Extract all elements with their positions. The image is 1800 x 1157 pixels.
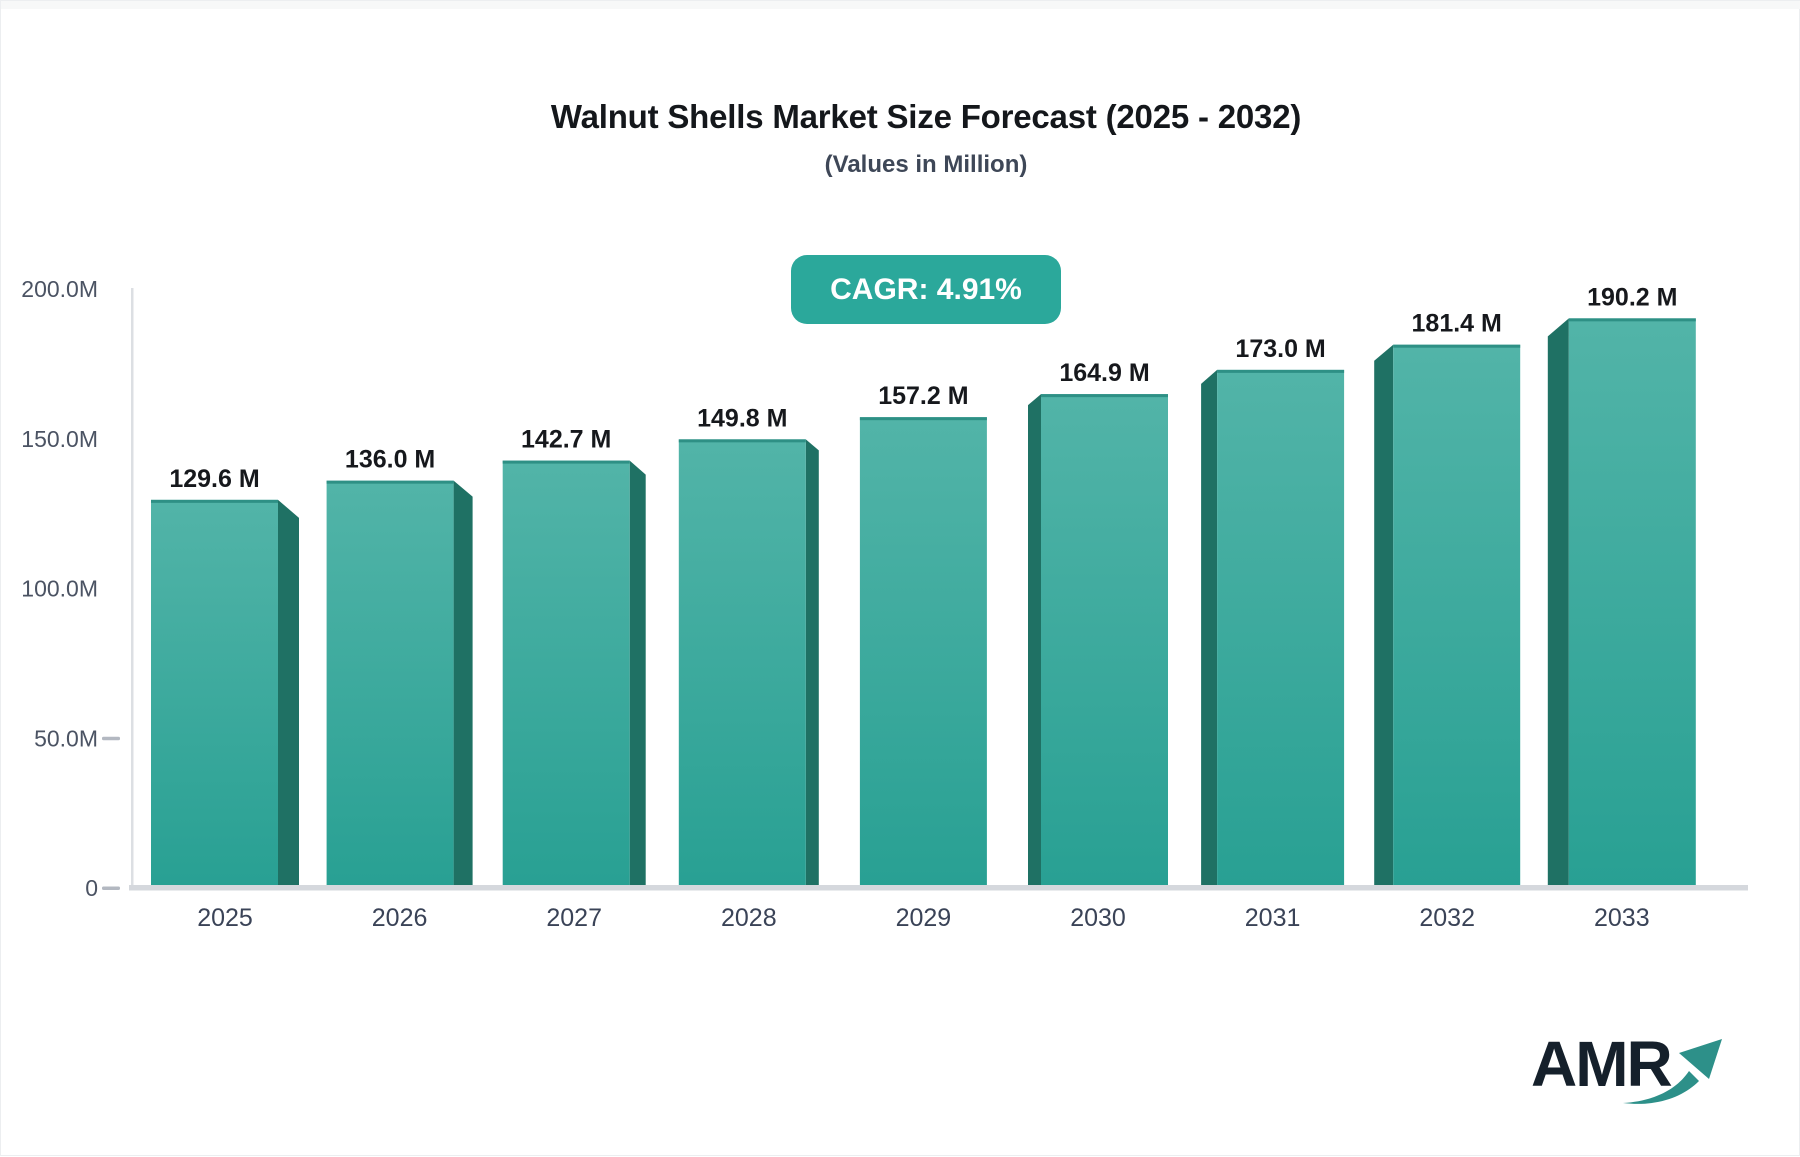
bar-side-2032 xyxy=(1374,344,1394,888)
bar-side-2027 xyxy=(629,460,646,888)
bar-value-label-2030: 164.9 M xyxy=(1059,359,1149,387)
bar-side-2026 xyxy=(453,480,473,888)
y-axis-tick-label: 100.0M xyxy=(21,576,98,602)
y-axis-tick-label: 150.0M xyxy=(21,426,98,452)
y-axis-tick-label: 50.0M xyxy=(34,725,98,751)
x-axis-label-2025: 2025 xyxy=(197,904,253,932)
bar-top-edge-2025 xyxy=(151,499,278,503)
bar-top-edge-2028 xyxy=(678,439,806,443)
x-axis-label-2029: 2029 xyxy=(896,904,952,932)
x-axis-label-2028: 2028 xyxy=(721,904,777,932)
bar-side-2031 xyxy=(1201,369,1218,888)
bar-top-edge-2026 xyxy=(326,480,454,484)
bar-2028 xyxy=(678,439,806,888)
bar-2026 xyxy=(326,480,454,888)
y-axis-tick-label: 200.0M xyxy=(21,276,98,302)
chart-title: Walnut Shells Market Size Forecast (2025… xyxy=(550,98,1302,135)
bar-side-2025 xyxy=(278,499,299,888)
bar-2033 xyxy=(1568,318,1696,888)
bar-value-label-2025: 129.6 M xyxy=(169,465,259,493)
x-axis-label-2027: 2027 xyxy=(546,904,602,932)
x-axis-label-2031: 2031 xyxy=(1245,904,1301,932)
bar-value-label-2033: 190.2 M xyxy=(1587,283,1677,311)
cagr-badge: CAGR: 4.91% xyxy=(791,255,1061,324)
y-axis-line xyxy=(131,288,134,889)
bar-top-edge-2029 xyxy=(859,417,987,421)
page-top-strip xyxy=(1,1,1800,9)
bar-top-edge-2033 xyxy=(1568,318,1696,322)
x-axis-label-2030: 2030 xyxy=(1070,904,1126,932)
x-axis-label-2032: 2032 xyxy=(1419,904,1475,932)
bar-top-edge-2032 xyxy=(1393,344,1521,348)
growth-arrow-icon xyxy=(1623,1039,1722,1104)
bar-2029 xyxy=(859,417,987,888)
bar-value-label-2032: 181.4 M xyxy=(1412,310,1502,338)
bar-value-label-2028: 149.8 M xyxy=(697,404,787,432)
amr-logo: AMR xyxy=(1531,1027,1722,1117)
bar-2031 xyxy=(1217,369,1345,888)
bar-side-2028 xyxy=(805,439,819,888)
bar-value-label-2029: 157.2 M xyxy=(878,382,968,410)
bar-2027 xyxy=(502,460,630,888)
x-axis-label-2026: 2026 xyxy=(372,904,428,932)
bar-side-2030 xyxy=(1028,394,1041,888)
bar-value-label-2027: 142.7 M xyxy=(521,426,611,454)
y-axis-tick-mark xyxy=(102,886,120,890)
y-axis-tick-label: 0 xyxy=(85,875,98,901)
bar-2030 xyxy=(1041,394,1168,888)
bar-top-edge-2031 xyxy=(1217,369,1345,373)
chart-subtitle: (Values in Million) xyxy=(824,151,1028,178)
bar-value-label-2026: 136.0 M xyxy=(345,446,435,474)
bar-top-edge-2027 xyxy=(502,460,630,464)
x-axis-label-2033: 2033 xyxy=(1594,904,1650,932)
bar-value-label-2031: 173.0 M xyxy=(1235,335,1325,363)
x-axis-line xyxy=(129,885,1748,891)
bar-2025 xyxy=(151,499,278,888)
bar-top-edge-2030 xyxy=(1041,394,1168,398)
bar-side-2033 xyxy=(1547,318,1569,888)
amr-logo-text: AMR xyxy=(1531,1028,1673,1100)
bar-2032 xyxy=(1393,344,1521,888)
y-axis-tick-mark xyxy=(102,736,120,741)
